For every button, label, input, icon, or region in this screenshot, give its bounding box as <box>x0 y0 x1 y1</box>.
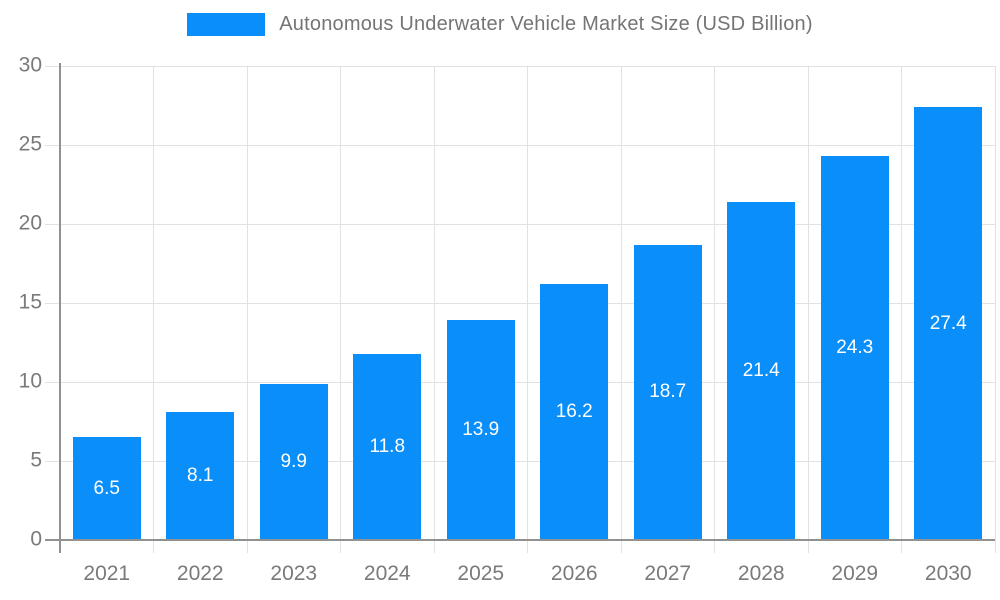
bar[interactable]: 27.4 <box>914 107 983 540</box>
v-gridline <box>994 66 996 553</box>
bar[interactable]: 9.9 <box>259 383 328 540</box>
bar-value-label: 24.3 <box>836 337 874 359</box>
x-tick-label: 2023 <box>270 562 318 585</box>
bar[interactable]: 8.1 <box>166 412 235 540</box>
x-tick-label: 2026 <box>550 562 598 585</box>
plot-area: 0 5 10 15 20 25 30 2021 6.5 2022 8.1 2023 9.9 2024 11.… <box>19 54 996 585</box>
x-tick-label: 2029 <box>831 562 879 585</box>
bar-value-label: 16.2 <box>555 401 593 423</box>
chart-legend[interactable]: Autonomous Underwater Vehicle Market Siz… <box>0 13 1000 36</box>
bar[interactable]: 13.9 <box>446 320 515 540</box>
v-gridline <box>901 66 902 553</box>
bar[interactable]: 11.8 <box>353 353 422 540</box>
h-gridline <box>45 223 995 225</box>
bar[interactable]: 18.7 <box>633 244 702 540</box>
legend-label: Autonomous Underwater Vehicle Market Siz… <box>279 13 813 35</box>
x-tick-label: 2028 <box>737 562 785 585</box>
h-gridline <box>45 144 995 146</box>
bar-value-label: 27.4 <box>929 312 967 334</box>
y-tick-label: 0 <box>30 527 42 551</box>
x-tick-label: 2027 <box>644 562 692 585</box>
v-gridline <box>340 66 341 553</box>
x-axis-line <box>45 539 995 541</box>
legend-swatch-icon <box>187 13 266 36</box>
h-gridline <box>45 460 995 462</box>
v-gridline <box>714 66 715 553</box>
bar-value-label: 13.9 <box>462 419 500 441</box>
y-tick-label: 30 <box>18 53 42 77</box>
y-tick-label: 5 <box>30 448 42 472</box>
bar[interactable]: 24.3 <box>820 156 889 540</box>
bar-value-label: 18.7 <box>649 381 687 403</box>
v-gridline <box>153 66 154 553</box>
x-tick-label: 2024 <box>363 562 411 585</box>
x-tick-label: 2021 <box>83 562 131 585</box>
y-tick-label: 20 <box>18 211 42 235</box>
x-tick-label: 2025 <box>457 562 505 585</box>
h-gridline <box>45 302 995 304</box>
bar[interactable]: 16.2 <box>540 284 609 540</box>
v-gridline <box>527 66 528 553</box>
bar-value-label: 21.4 <box>742 359 780 381</box>
bar-value-label: 8.1 <box>187 465 214 486</box>
bar[interactable]: 21.4 <box>727 201 796 540</box>
y-tick-label: 25 <box>18 132 42 156</box>
bar-value-label: 9.9 <box>280 450 307 472</box>
bar-value-label: 6.5 <box>93 477 120 499</box>
v-gridline <box>620 66 622 553</box>
y-tick-label: 15 <box>18 290 42 314</box>
h-gridline <box>45 65 995 67</box>
x-tick-label: 2030 <box>924 562 972 585</box>
v-gridline <box>807 66 809 553</box>
y-axis-line <box>59 63 61 553</box>
v-gridline <box>433 66 435 553</box>
bar-value-label: 11.8 <box>369 435 406 457</box>
h-gridline <box>45 381 995 383</box>
bar[interactable]: 6.5 <box>72 437 141 540</box>
v-gridline <box>246 66 248 553</box>
y-tick-label: 10 <box>18 369 42 393</box>
x-tick-label: 2022 <box>176 562 224 585</box>
